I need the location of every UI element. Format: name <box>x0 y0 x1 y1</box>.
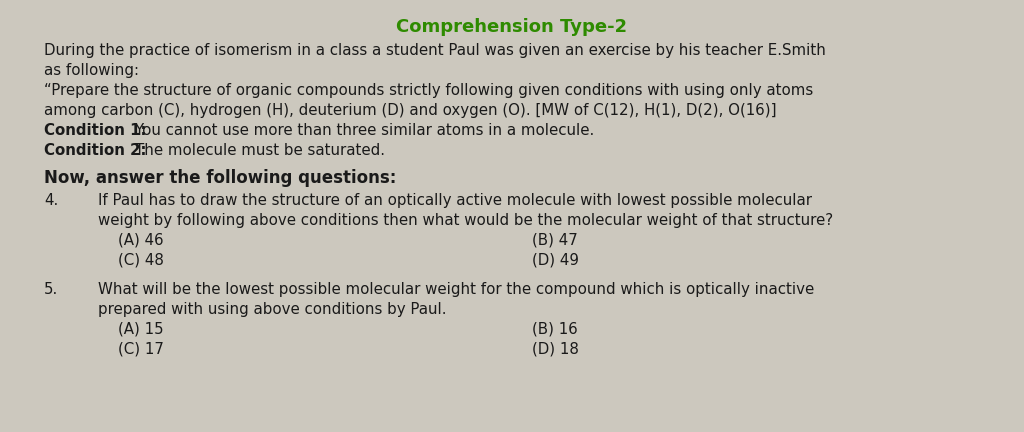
Text: weight by following above conditions then what would be the molecular weight of : weight by following above conditions the… <box>98 213 834 228</box>
Text: 5.: 5. <box>44 282 58 297</box>
Text: (B) 47: (B) 47 <box>532 233 579 248</box>
Text: If Paul has to draw the structure of an optically active molecule with lowest po: If Paul has to draw the structure of an … <box>98 193 812 208</box>
Text: (D) 18: (D) 18 <box>532 341 580 356</box>
Text: (A) 15: (A) 15 <box>118 321 164 337</box>
Text: (D) 49: (D) 49 <box>532 253 580 268</box>
Text: (A) 46: (A) 46 <box>118 233 164 248</box>
Text: The molecule must be saturated.: The molecule must be saturated. <box>134 143 385 158</box>
Text: “Prepare the structure of organic compounds strictly following given conditions : “Prepare the structure of organic compou… <box>44 83 813 98</box>
Text: What will be the lowest possible molecular weight for the compound which is opti: What will be the lowest possible molecul… <box>98 282 814 297</box>
Text: as following:: as following: <box>44 63 139 78</box>
Text: Comprehension Type-2: Comprehension Type-2 <box>396 18 628 36</box>
Text: Condition 1:: Condition 1: <box>44 123 152 138</box>
Text: prepared with using above conditions by Paul.: prepared with using above conditions by … <box>98 302 446 317</box>
Text: Condition 2:: Condition 2: <box>44 143 152 158</box>
Text: (B) 16: (B) 16 <box>532 321 579 337</box>
Text: (C) 17: (C) 17 <box>118 341 164 356</box>
Text: among carbon (C), hydrogen (H), deuterium (D) and oxygen (O). [MW of C(12), H(1): among carbon (C), hydrogen (H), deuteriu… <box>44 103 776 118</box>
Text: (C) 48: (C) 48 <box>118 253 164 268</box>
Text: You cannot use more than three similar atoms in a molecule.: You cannot use more than three similar a… <box>134 123 594 138</box>
Text: Now, answer the following questions:: Now, answer the following questions: <box>44 169 396 187</box>
Text: 4.: 4. <box>44 193 58 208</box>
Text: During the practice of isomerism in a class a student Paul was given an exercise: During the practice of isomerism in a cl… <box>44 43 826 58</box>
